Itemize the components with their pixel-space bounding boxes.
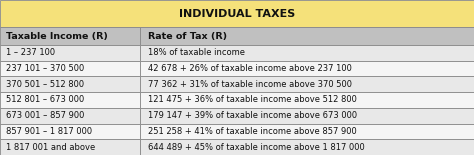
Bar xyxy=(0,27,140,45)
Text: Rate of Tax (R): Rate of Tax (R) xyxy=(148,31,228,41)
Text: 179 147 + 39% of taxable income above 673 000: 179 147 + 39% of taxable income above 67… xyxy=(148,111,357,120)
Text: 77 362 + 31% of taxable income above 370 500: 77 362 + 31% of taxable income above 370… xyxy=(148,80,352,89)
Bar xyxy=(140,108,474,124)
Text: 370 501 – 512 800: 370 501 – 512 800 xyxy=(6,80,84,89)
Text: 512 801 – 673 000: 512 801 – 673 000 xyxy=(6,95,84,104)
Text: 1 817 001 and above: 1 817 001 and above xyxy=(6,143,95,152)
Text: Taxable Income (R): Taxable Income (R) xyxy=(6,31,108,41)
Bar xyxy=(0,61,140,76)
Text: 18% of taxable income: 18% of taxable income xyxy=(148,48,245,57)
Text: 237 101 – 370 500: 237 101 – 370 500 xyxy=(6,64,84,73)
Bar xyxy=(140,139,474,155)
Text: 121 475 + 36% of taxable income above 512 800: 121 475 + 36% of taxable income above 51… xyxy=(148,95,357,104)
Bar xyxy=(140,124,474,139)
Bar xyxy=(0,124,140,139)
Bar xyxy=(0,45,140,61)
Bar xyxy=(0,108,140,124)
Text: 251 258 + 41% of taxable income above 857 900: 251 258 + 41% of taxable income above 85… xyxy=(148,127,357,136)
Bar xyxy=(0,92,140,108)
Bar xyxy=(140,61,474,76)
Bar xyxy=(0,139,140,155)
Bar xyxy=(0,76,140,92)
Bar xyxy=(0,0,474,27)
Text: 1 – 237 100: 1 – 237 100 xyxy=(6,48,55,57)
Bar xyxy=(140,76,474,92)
Bar xyxy=(140,45,474,61)
Text: 673 001 – 857 900: 673 001 – 857 900 xyxy=(6,111,84,120)
Bar xyxy=(140,92,474,108)
Text: 644 489 + 45% of taxable income above 1 817 000: 644 489 + 45% of taxable income above 1 … xyxy=(148,143,365,152)
Text: INDIVIDUAL TAXES: INDIVIDUAL TAXES xyxy=(179,9,295,19)
Bar xyxy=(140,27,474,45)
Text: 42 678 + 26% of taxable income above 237 100: 42 678 + 26% of taxable income above 237… xyxy=(148,64,352,73)
Text: 857 901 – 1 817 000: 857 901 – 1 817 000 xyxy=(6,127,91,136)
